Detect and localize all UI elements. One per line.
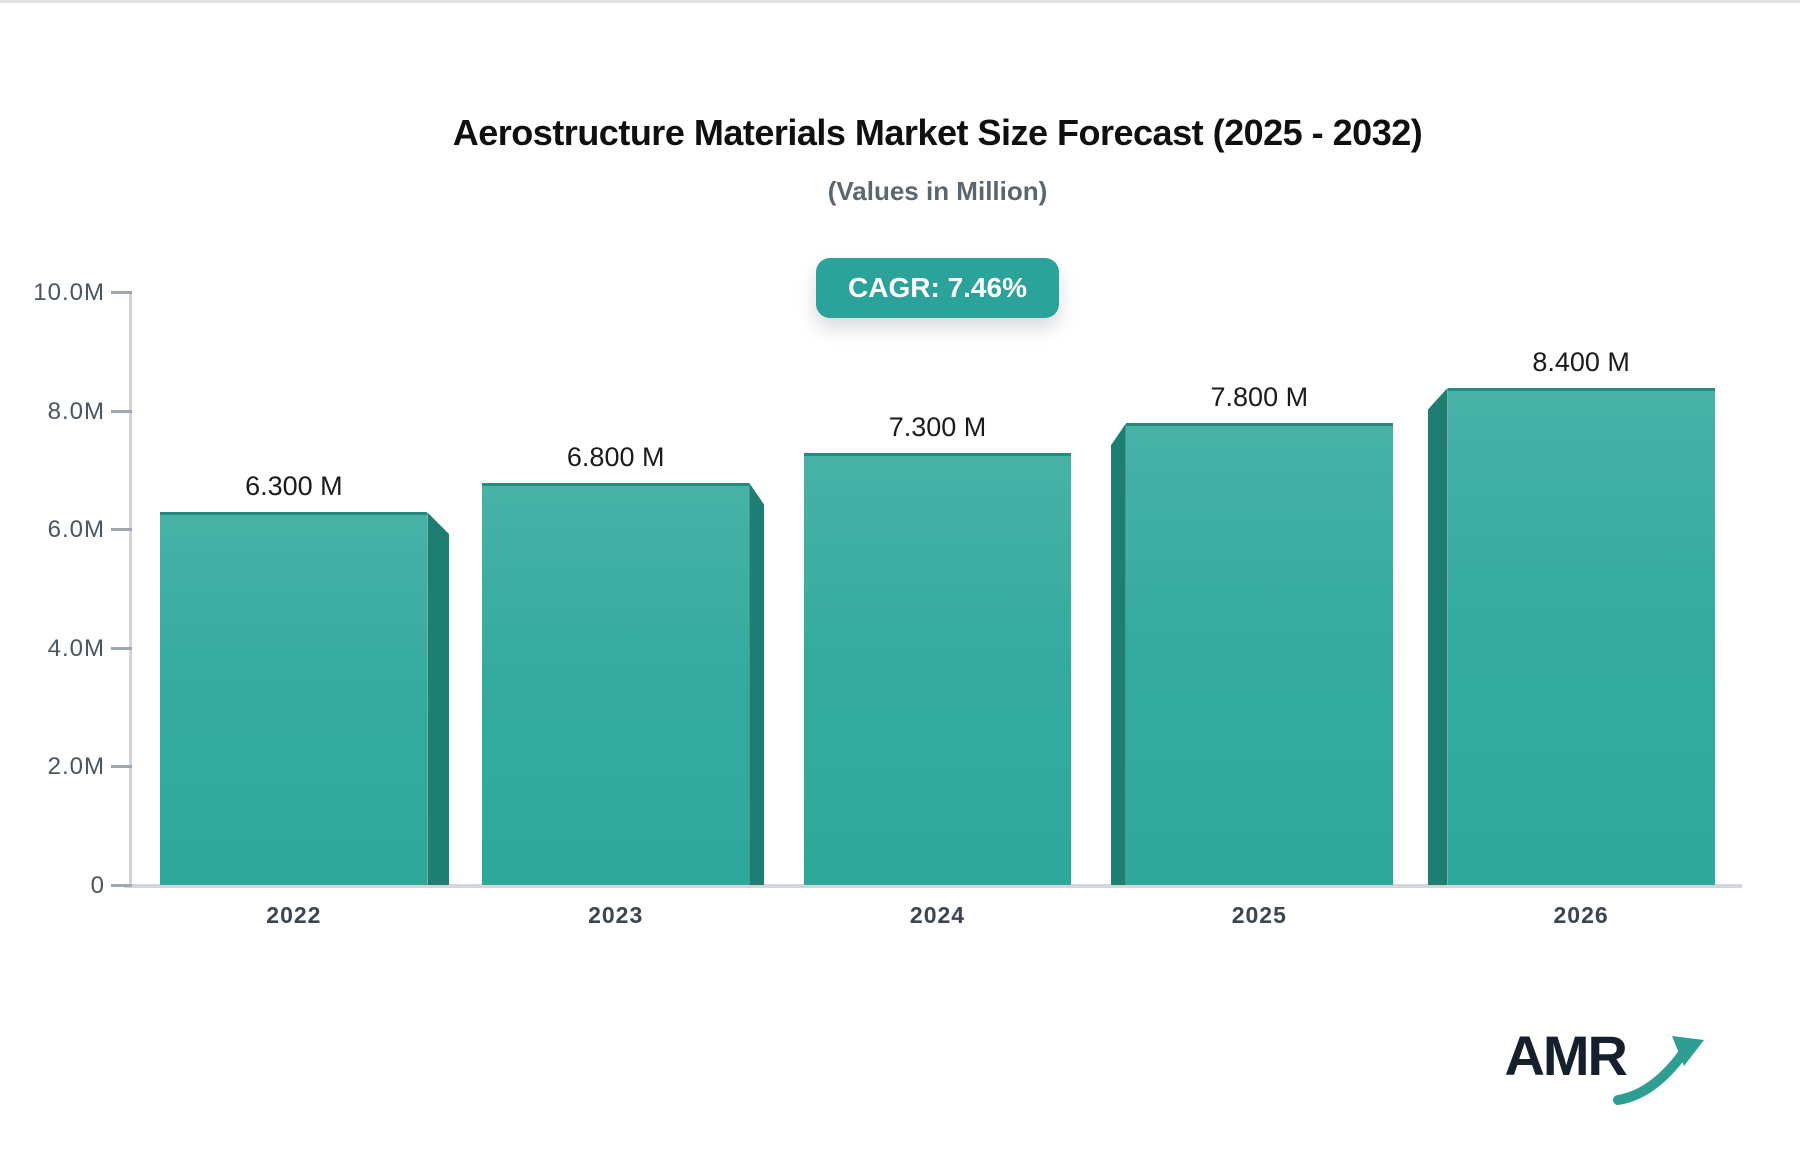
top-border-line xyxy=(0,0,1800,3)
x-axis-line xyxy=(124,884,1742,888)
bar-side-face-2026 xyxy=(1427,387,1448,885)
bar-2022 xyxy=(160,512,428,885)
bar-value-label-2024: 7.300 M xyxy=(888,412,987,443)
y-tick-dash xyxy=(111,646,132,650)
cagr-badge-row: CAGR: 7.46% xyxy=(133,258,1742,318)
bar-2023 xyxy=(482,482,750,885)
brand-logo: AMR xyxy=(1504,1028,1712,1108)
bar-value-label-2022: 6.300 M xyxy=(245,471,343,502)
bar-value-label-2025: 7.800 M xyxy=(1210,382,1309,413)
x-tick-label-2025: 2025 xyxy=(1231,902,1287,928)
y-tick-dash xyxy=(111,528,132,532)
chart-title: Aerostructure Materials Market Size Fore… xyxy=(452,112,1423,153)
bar-side-face-2023 xyxy=(749,482,765,885)
y-tick-label-10.0M: 10.0M xyxy=(33,279,105,306)
y-tick-label-8.0M: 8.0M xyxy=(47,397,105,425)
y-tick-label-0: 0 xyxy=(90,872,105,899)
x-tick-label-2023: 2023 xyxy=(588,902,644,928)
bar-side-face-2025 xyxy=(1110,423,1126,885)
growth-arrow-icon xyxy=(1613,1036,1704,1105)
y-tick-dash xyxy=(111,291,132,294)
y-axis-line xyxy=(129,291,132,885)
y-tick-label-6.0M: 6.0M xyxy=(47,516,105,544)
bar-value-label-2023: 6.800 M xyxy=(566,441,665,472)
bar-side-face-2022 xyxy=(427,512,450,885)
bar-2024 xyxy=(804,453,1071,885)
bar-2026 xyxy=(1447,387,1715,885)
cagr-badge: CAGR: 7.46% xyxy=(816,258,1059,318)
y-tick-label-4.0M: 4.0M xyxy=(47,634,105,662)
x-tick-label-2022: 2022 xyxy=(266,902,322,928)
brand-logo-text: AMR xyxy=(1504,1024,1628,1087)
chart-header: Aerostructure Materials Market Size Fore… xyxy=(133,0,1742,207)
x-tick-label-2026: 2026 xyxy=(1553,902,1609,928)
bar-value-label-2026: 8.400 M xyxy=(1532,346,1630,377)
y-tick-dash xyxy=(111,884,132,887)
x-tick-label-2024: 2024 xyxy=(909,902,966,928)
y-tick-dash xyxy=(111,409,132,413)
chart-subtitle: (Values in Million) xyxy=(827,176,1048,206)
y-tick-label-2.0M: 2.0M xyxy=(47,753,105,781)
bar-2025 xyxy=(1125,423,1393,885)
y-tick-dash xyxy=(111,765,132,769)
